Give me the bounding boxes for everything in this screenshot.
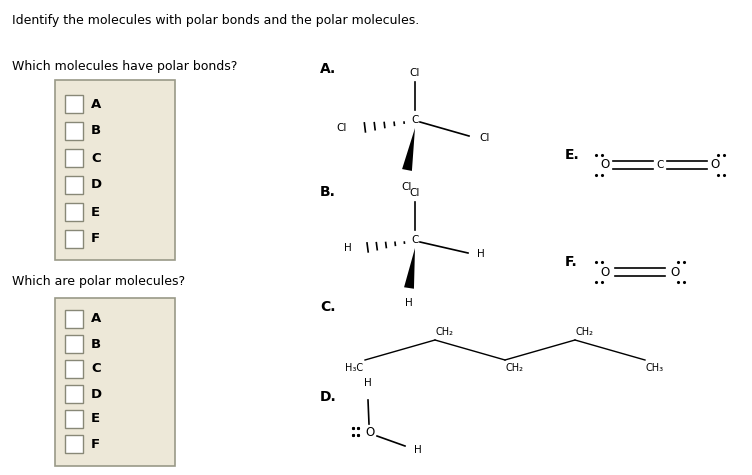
Text: Cl: Cl	[337, 123, 347, 133]
Text: B: B	[91, 338, 101, 351]
Text: A: A	[91, 97, 102, 111]
Text: O: O	[600, 266, 610, 278]
FancyBboxPatch shape	[65, 385, 83, 403]
Text: C: C	[91, 152, 101, 164]
Text: Which are polar molecules?: Which are polar molecules?	[12, 275, 185, 288]
FancyBboxPatch shape	[65, 122, 83, 140]
FancyBboxPatch shape	[55, 298, 175, 466]
FancyBboxPatch shape	[65, 149, 83, 167]
Text: E.: E.	[565, 148, 580, 162]
Text: E: E	[91, 412, 100, 426]
Text: H: H	[477, 249, 485, 259]
Text: C: C	[656, 160, 664, 170]
Text: H₃C: H₃C	[345, 363, 363, 373]
FancyBboxPatch shape	[65, 435, 83, 453]
Text: Identify the molecules with polar bonds and the polar molecules.: Identify the molecules with polar bonds …	[12, 14, 420, 27]
Text: C: C	[411, 235, 419, 245]
Text: B.: B.	[320, 185, 336, 199]
FancyBboxPatch shape	[55, 80, 175, 260]
Text: C.: C.	[320, 300, 335, 314]
Text: Which molecules have polar bonds?: Which molecules have polar bonds?	[12, 60, 238, 73]
Text: B: B	[91, 124, 101, 137]
Text: O: O	[600, 159, 610, 171]
Text: O: O	[711, 159, 720, 171]
Text: CH₂: CH₂	[435, 327, 453, 337]
FancyBboxPatch shape	[65, 230, 83, 248]
Text: O: O	[365, 426, 374, 438]
Text: H: H	[405, 298, 413, 308]
Text: E: E	[91, 206, 100, 219]
FancyBboxPatch shape	[65, 310, 83, 328]
Polygon shape	[404, 248, 415, 289]
Text: H: H	[364, 378, 372, 388]
Text: Cl: Cl	[402, 182, 412, 192]
FancyBboxPatch shape	[65, 410, 83, 428]
Text: D: D	[91, 179, 102, 191]
Text: Cl: Cl	[410, 68, 420, 78]
Text: CH₃: CH₃	[645, 363, 663, 373]
Text: O: O	[670, 266, 680, 278]
Text: A.: A.	[320, 62, 336, 76]
FancyBboxPatch shape	[65, 203, 83, 221]
Text: Cl: Cl	[479, 133, 490, 143]
Text: CH₂: CH₂	[505, 363, 523, 373]
Text: Cl: Cl	[410, 188, 420, 198]
Text: H: H	[414, 445, 422, 455]
Text: F: F	[91, 437, 100, 450]
Text: F: F	[91, 232, 100, 246]
Text: A: A	[91, 313, 102, 325]
Polygon shape	[402, 128, 415, 171]
Text: D: D	[91, 388, 102, 400]
Text: C: C	[91, 362, 101, 376]
FancyBboxPatch shape	[65, 360, 83, 378]
Text: F.: F.	[565, 255, 578, 269]
FancyBboxPatch shape	[65, 95, 83, 113]
Text: C: C	[411, 115, 419, 125]
FancyBboxPatch shape	[65, 335, 83, 353]
FancyBboxPatch shape	[65, 176, 83, 194]
Text: H: H	[344, 243, 352, 253]
Text: D.: D.	[320, 390, 337, 404]
Text: CH₂: CH₂	[575, 327, 593, 337]
